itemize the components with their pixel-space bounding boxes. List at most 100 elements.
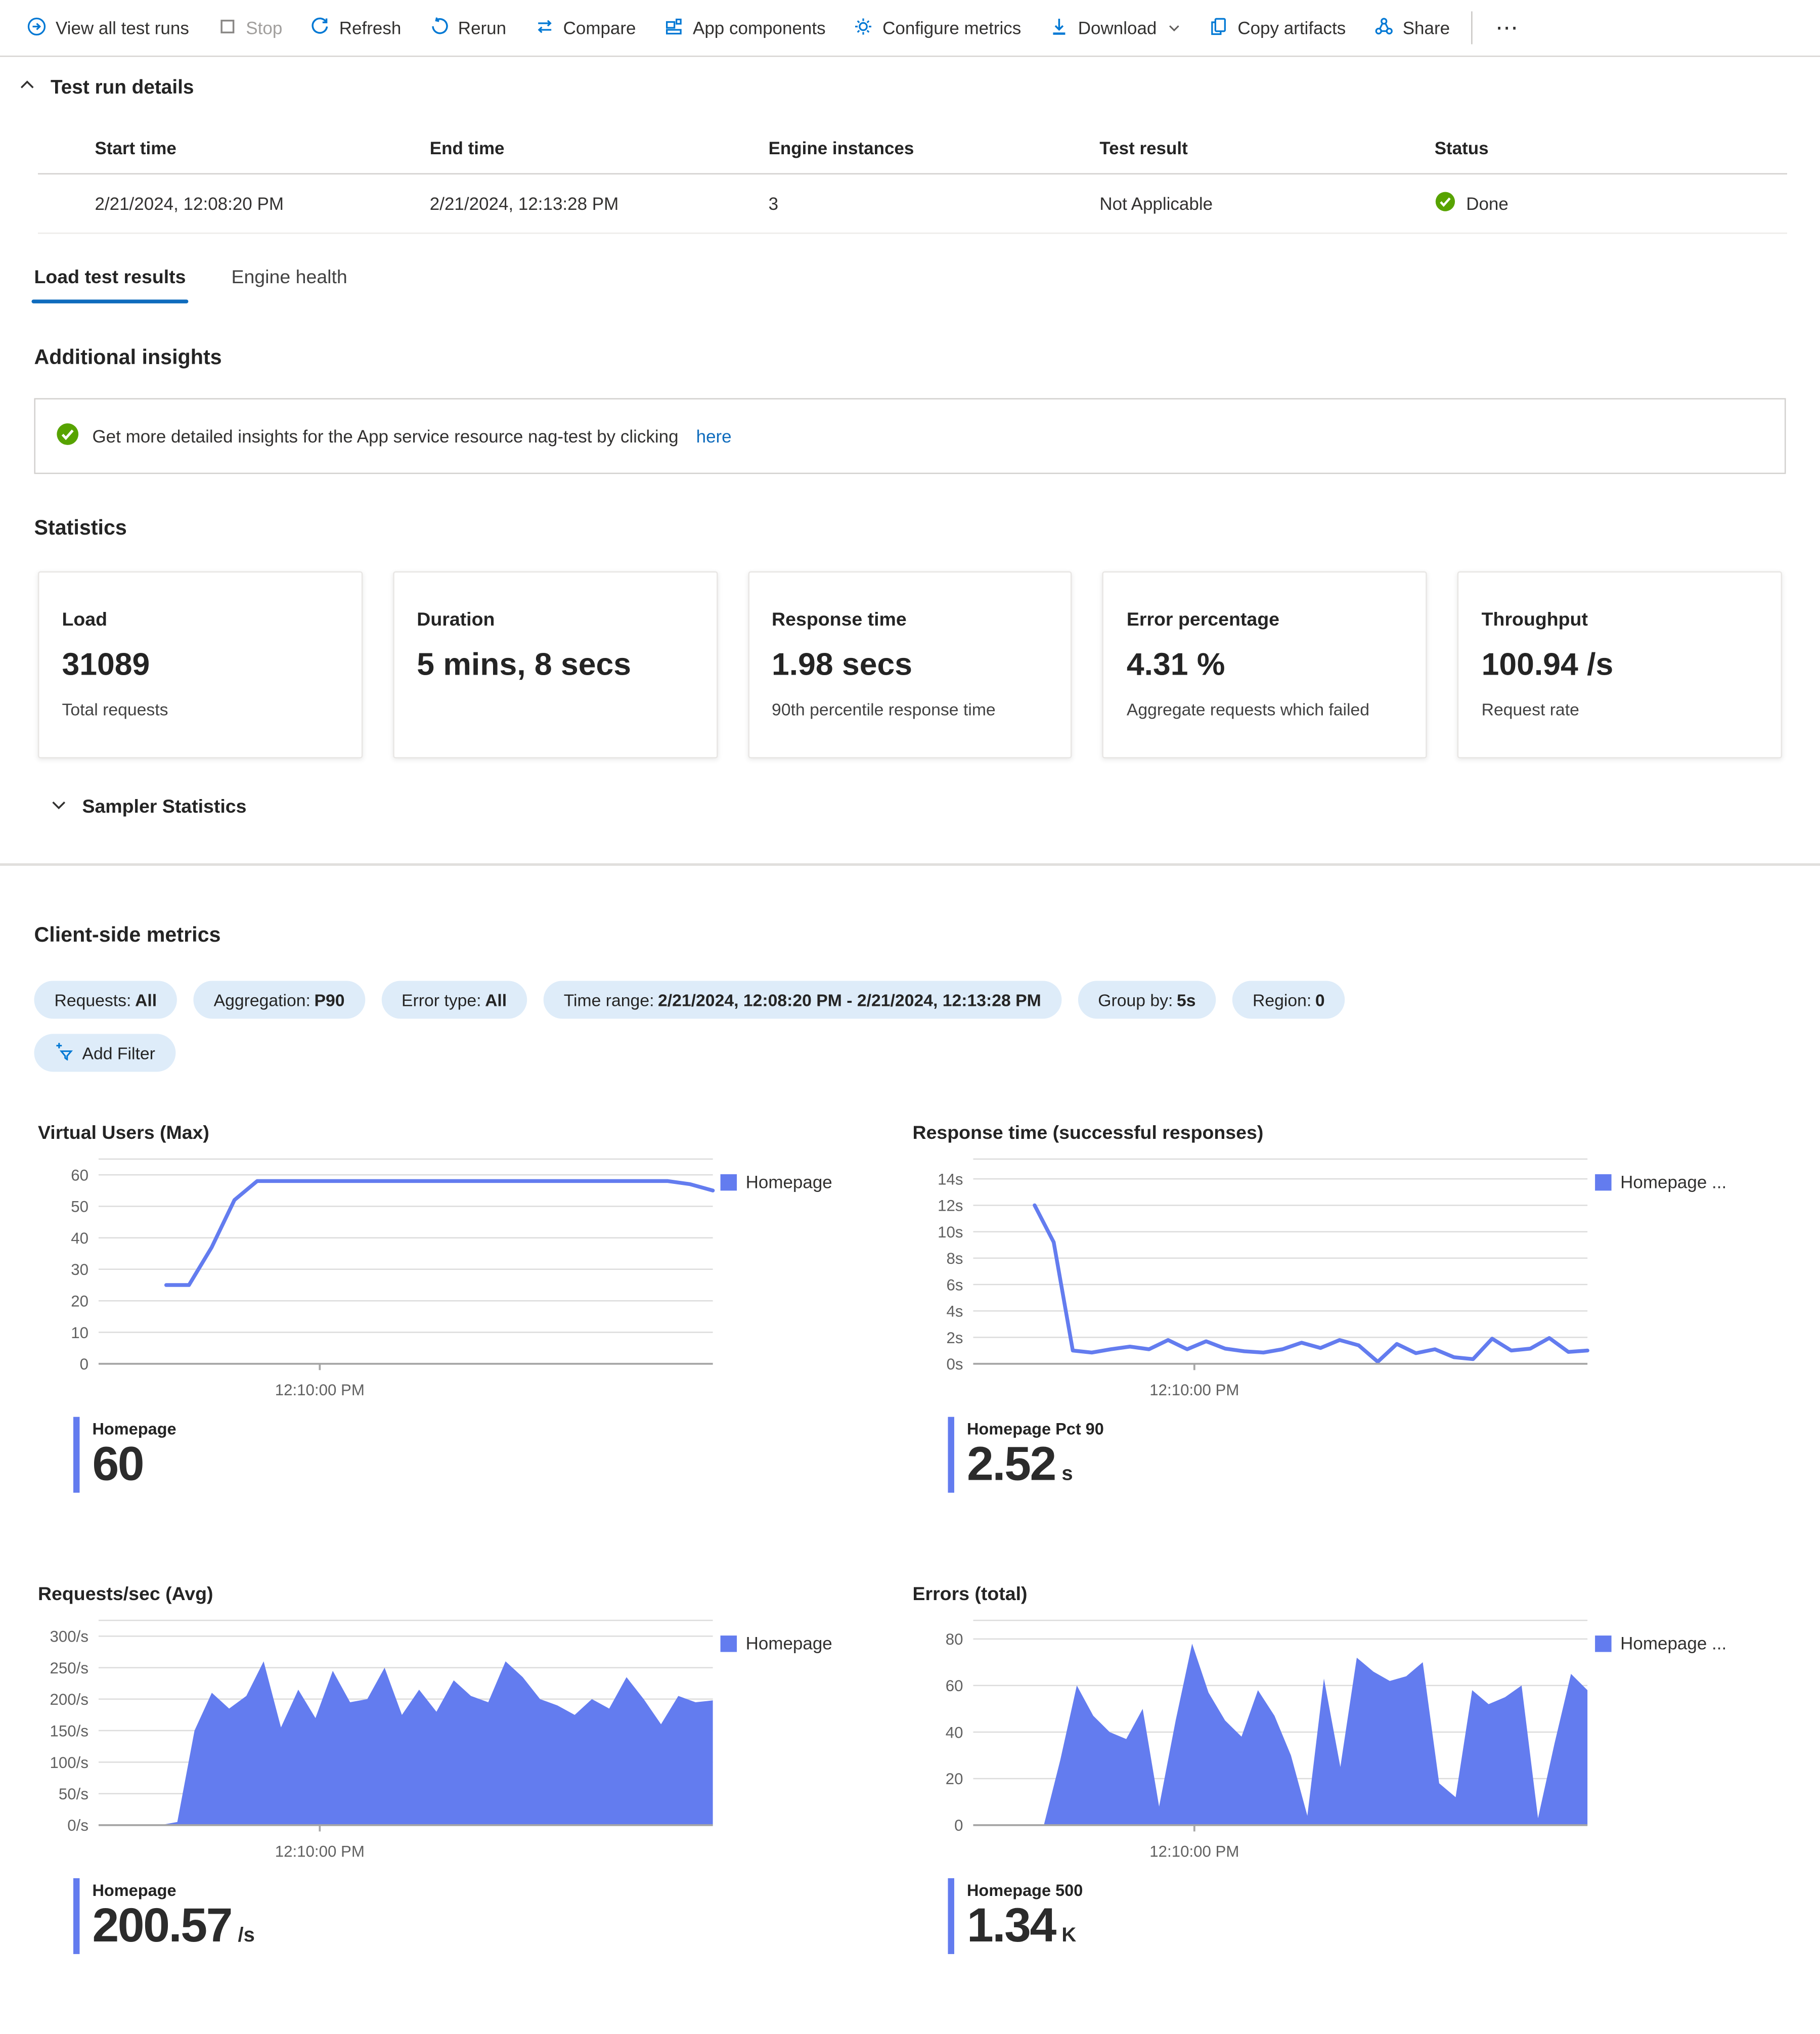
svg-text:6s: 6s <box>946 1276 963 1294</box>
check-circle-icon <box>56 422 79 450</box>
stat-card-throughput: Throughput 100.94 /s Request rate <box>1457 571 1782 759</box>
col-start-time: Start time <box>95 138 176 158</box>
col-status: Status <box>1434 138 1489 158</box>
add-filter-button[interactable]: Add Filter <box>34 1034 175 1072</box>
share-button[interactable]: Share <box>1360 6 1464 49</box>
filter-separator: : <box>476 990 481 1009</box>
additional-insights-title: Additional insights <box>34 346 222 369</box>
filter-time-range[interactable]: Time range : 2/21/2024, 12:08:20 PM - 2/… <box>543 981 1061 1019</box>
add-filter-label: Add Filter <box>82 1043 155 1063</box>
compare-button[interactable]: Compare <box>520 6 650 49</box>
sampler-statistics-label: Sampler Statistics <box>82 796 247 818</box>
download-button[interactable]: Download <box>1035 6 1195 49</box>
stat-sub: Request rate <box>1481 700 1579 720</box>
toolbar-label: Copy artifacts <box>1237 17 1346 38</box>
svg-text:20: 20 <box>71 1293 88 1310</box>
filter-separator: : <box>305 990 310 1009</box>
chart-title: Requests/sec (Avg) <box>37 1583 213 1606</box>
stat-label: Error percentage <box>1126 609 1279 631</box>
check-circle-icon <box>1435 191 1456 216</box>
svg-text:0s: 0s <box>946 1355 963 1373</box>
filter-value: P90 <box>314 990 345 1009</box>
filter-requests[interactable]: Requests : All <box>34 981 177 1019</box>
filter-error-type[interactable]: Error type : All <box>381 981 527 1019</box>
svg-text:250/s: 250/s <box>50 1659 88 1677</box>
filter-region[interactable]: Region : 0 <box>1232 981 1345 1019</box>
chart-legend[interactable]: Homepage <box>720 1633 832 1654</box>
col-test-result: Test result <box>1099 138 1188 158</box>
svg-text:60: 60 <box>946 1677 963 1695</box>
kpi-label: Homepage <box>92 1880 176 1900</box>
chart-legend[interactable]: Homepage ... <box>1595 1172 1726 1192</box>
kpi-label: Homepage Pct 90 <box>966 1419 1104 1439</box>
stop-button[interactable]: Stop <box>203 6 296 49</box>
chevron-up-icon[interactable] <box>19 77 35 100</box>
sampler-statistics-toggle[interactable]: Sampler Statistics <box>51 797 1820 818</box>
filter-label: Region <box>1253 990 1307 1009</box>
configure-metrics-button[interactable]: Configure metrics <box>839 6 1035 49</box>
tab-load-test-results[interactable]: Load test results <box>31 267 189 303</box>
filter-group-by[interactable]: Group by : 5s <box>1078 981 1216 1019</box>
kpi-unit: s <box>1061 1464 1073 1485</box>
chart-title: Response time (successful responses) <box>912 1122 1264 1144</box>
legend-label: Homepage <box>745 1633 832 1654</box>
svg-text:14s: 14s <box>938 1170 963 1188</box>
response-time-plot: 0s 2s 4s 6s 8s 10s 12s 14s 12:10:00 PM <box>912 1152 1595 1404</box>
svg-text:150/s: 150/s <box>50 1722 88 1740</box>
response-time-chart: Response time (successful responses) 0s 2… <box>912 1122 1740 1493</box>
charts-grid: Virtual Users (Max) 0 10 20 30 40 50 60 12:10:0… <box>38 1122 1820 1954</box>
svg-text:4s: 4s <box>946 1303 963 1320</box>
more-commands-button[interactable]: ⋯ <box>1480 15 1536 41</box>
filter-label: Aggregation <box>213 990 306 1009</box>
stat-sub <box>417 700 693 721</box>
engine-instances-value: 3 <box>768 193 779 214</box>
kpi-label: Homepage 500 <box>966 1880 1083 1900</box>
tab-label: Engine health <box>231 267 347 288</box>
col-engine-instances: Engine instances <box>768 138 914 158</box>
chevron-down-icon <box>1168 18 1181 38</box>
chart-legend[interactable]: Homepage ... <box>1595 1633 1726 1653</box>
chart-kpi: Homepage Pct 90 2.52 s <box>948 1417 1740 1493</box>
svg-text:300/s: 300/s <box>50 1628 88 1646</box>
legend-label: Homepage ... <box>1620 1633 1727 1654</box>
filter-label: Time range <box>563 990 650 1009</box>
chart-kpi: Homepage 500 1.34 K <box>948 1878 1740 1954</box>
kpi-label: Homepage <box>92 1419 176 1439</box>
app-components-button[interactable]: App components <box>650 6 839 49</box>
copy-artifacts-button[interactable]: Copy artifacts <box>1194 6 1359 49</box>
legend-swatch-icon <box>1595 1634 1612 1652</box>
kpi-value: 60 <box>92 1438 144 1492</box>
filter-label: Group by <box>1098 990 1169 1009</box>
filter-separator: : <box>126 990 131 1009</box>
svg-text:60: 60 <box>71 1166 88 1184</box>
test-result-value: Not Applicable <box>1099 193 1213 214</box>
stat-label: Duration <box>417 609 495 631</box>
start-time-value: 2/21/2024, 12:08:20 PM <box>95 193 284 214</box>
filter-value: 0 <box>1315 990 1325 1009</box>
kpi-bar <box>73 1878 80 1954</box>
insight-banner: Get more detailed insights for the App s… <box>34 398 1786 474</box>
rerun-button[interactable]: Rerun <box>415 6 520 49</box>
kpi-bar <box>73 1417 80 1493</box>
filter-value: 2/21/2024, 12:08:20 PM - 2/21/2024, 12:1… <box>658 990 1041 1009</box>
status-text: Done <box>1466 193 1508 214</box>
view-all-test-runs-button[interactable]: View all test runs <box>13 6 203 49</box>
kpi-unit: /s <box>238 1925 255 1947</box>
refresh-button[interactable]: Refresh <box>296 6 415 49</box>
filter-aggregation[interactable]: Aggregation : P90 <box>193 981 365 1019</box>
chart-kpi: Homepage 200.57/s <box>73 1878 866 1954</box>
stat-label: Load <box>62 609 108 631</box>
download-icon <box>1049 16 1069 39</box>
filter-value: 5s <box>1176 990 1196 1009</box>
rerun-icon <box>429 16 449 39</box>
chart-legend[interactable]: Homepage <box>720 1172 832 1192</box>
chart-title: Errors (total) <box>912 1583 1028 1606</box>
legend-swatch-icon <box>720 1173 737 1190</box>
kpi-value: 1.34 <box>966 1899 1056 1953</box>
insight-here-link[interactable]: here <box>696 426 732 447</box>
svg-text:50: 50 <box>71 1198 88 1216</box>
tab-engine-health[interactable]: Engine health <box>231 267 347 303</box>
svg-text:0/s: 0/s <box>67 1817 88 1834</box>
toolbar-label: Share <box>1402 17 1450 38</box>
